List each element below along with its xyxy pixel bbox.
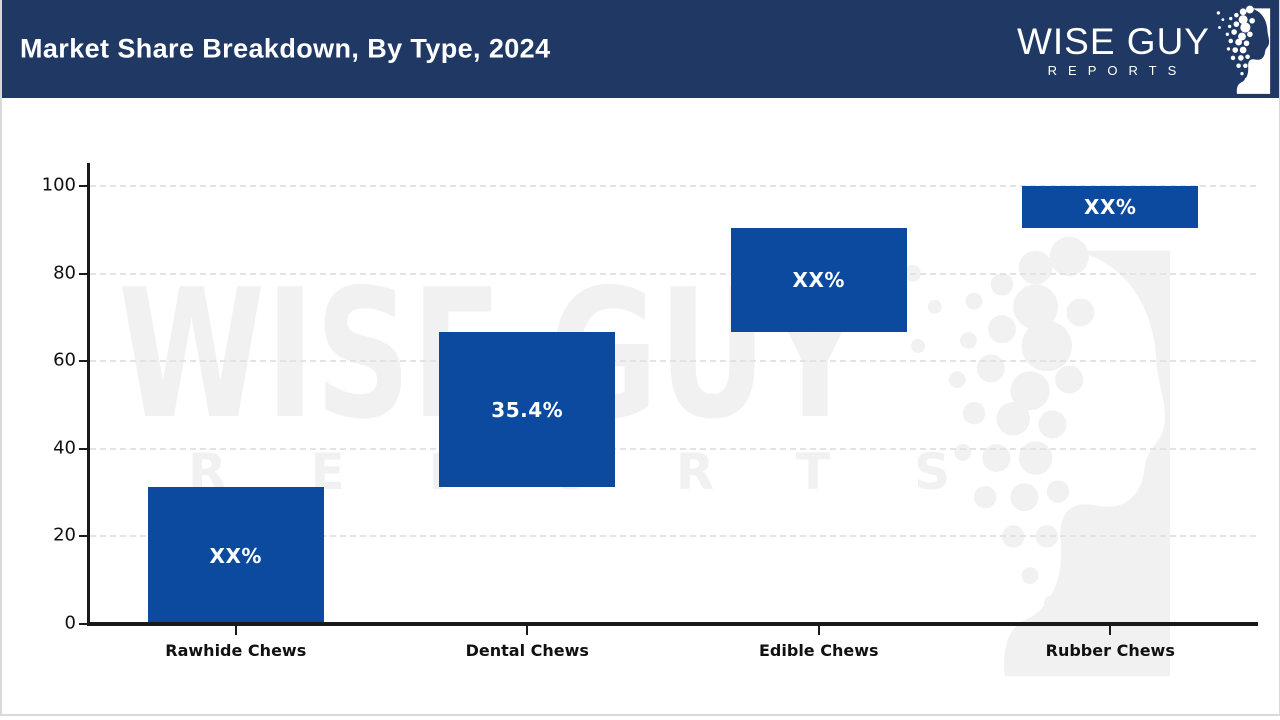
y-tick-label-100: 100	[41, 174, 76, 196]
gridline-20	[90, 535, 1256, 538]
bar-value-label: XX%	[792, 267, 845, 292]
gridline-100	[90, 185, 1256, 187]
logo-text: WISE GUY REPORTS	[1016, 20, 1210, 79]
logo-subtitle: REPORTS	[1047, 63, 1188, 79]
wise-guy-logo: WISE GUY REPORTS	[1017, 4, 1272, 96]
x-axis-line	[87, 622, 1258, 626]
bar-dental-chews: 35.4%	[439, 332, 616, 488]
bar-value-label: 35.4%	[491, 397, 564, 422]
x-tick-mark-dental-chews	[526, 626, 529, 635]
gridline-40	[90, 447, 1256, 450]
x-tick-mark-rubber-chews	[1109, 626, 1112, 635]
logo-wordmark: WISE GUY	[1016, 20, 1210, 62]
bar-rawhide-chews: XX%	[147, 487, 324, 624]
y-tick-mark-0	[79, 623, 88, 625]
y-tick-label-20: 20	[53, 525, 76, 547]
gridline-80	[90, 272, 1256, 275]
watermark-head-icon	[904, 236, 1170, 677]
y-tick-mark-80	[79, 272, 88, 275]
y-tick-label-0: 0	[64, 612, 76, 634]
x-label-dental-chews: Dental Chews	[465, 641, 589, 660]
x-label-rubber-chews: Rubber Chews	[1045, 641, 1175, 660]
x-label-edible-chews: Edible Chews	[758, 641, 879, 660]
gridline-60	[90, 360, 1256, 363]
dotted-head-icon	[1216, 5, 1271, 94]
y-tick-mark-40	[79, 447, 88, 450]
y-tick-label-60: 60	[53, 349, 76, 371]
y-tick-label-80: 80	[53, 262, 76, 284]
page-title: Market Share Breakdown, By Type, 2024	[20, 33, 551, 64]
x-tick-mark-rawhide-chews	[234, 626, 237, 635]
bar-edible-chews: XX%	[730, 227, 907, 333]
y-tick-mark-20	[79, 535, 88, 538]
y-tick-label-40: 40	[53, 437, 76, 459]
y-tick-mark-60	[79, 360, 88, 363]
x-label-rawhide-chews: Rawhide Chews	[165, 641, 307, 660]
y-axis-line	[87, 163, 90, 626]
y-tick-mark-100	[79, 185, 88, 187]
bar-value-label: XX%	[1084, 194, 1137, 219]
bar-value-label: XX%	[209, 543, 262, 568]
bar-rubber-chews: XX%	[1022, 186, 1199, 228]
x-tick-mark-edible-chews	[817, 626, 820, 635]
header-band: Market Share Breakdown, By Type, 2024 WI…	[0, 0, 1280, 98]
